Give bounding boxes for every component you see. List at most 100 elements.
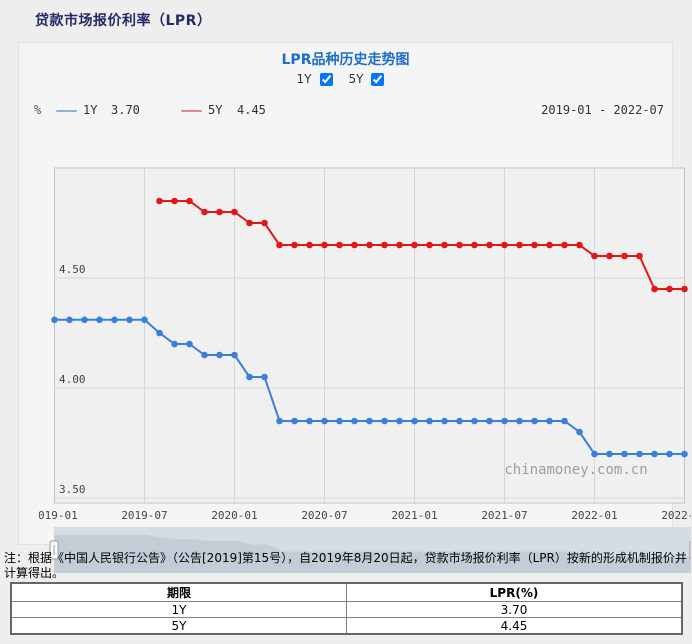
data-point-5y[interactable] [486, 241, 493, 249]
data-point-1y[interactable] [501, 417, 508, 425]
x-axis-tick-label: 2020-07 [301, 509, 347, 522]
data-point-5y[interactable] [186, 197, 193, 205]
data-point-1y[interactable] [411, 417, 418, 425]
data-point-5y[interactable] [291, 241, 298, 249]
data-point-5y[interactable] [606, 252, 613, 260]
data-point-5y[interactable] [336, 241, 343, 249]
y-axis-tick-label: 4.50 [59, 263, 86, 276]
data-point-5y[interactable] [621, 252, 628, 260]
data-point-1y[interactable] [636, 450, 643, 458]
data-point-1y[interactable] [486, 417, 493, 425]
data-point-5y[interactable] [471, 241, 478, 249]
x-axis-tick-label: 2019-01 [39, 509, 78, 522]
data-point-1y[interactable] [531, 417, 538, 425]
data-point-1y[interactable] [576, 428, 583, 436]
data-point-5y[interactable] [681, 285, 688, 293]
page-title: 贷款市场报价利率（LPR） [35, 13, 212, 29]
chart-title: LPR品种历史走势图 [281, 52, 410, 68]
data-point-1y[interactable] [441, 417, 448, 425]
data-point-5y[interactable] [501, 241, 508, 249]
data-point-5y[interactable] [651, 285, 658, 293]
data-point-5y[interactable] [276, 241, 283, 249]
data-point-1y[interactable] [471, 417, 478, 425]
data-point-5y[interactable] [306, 241, 313, 249]
x-axis-tick-label: 2022-01 [571, 509, 617, 522]
data-point-1y[interactable] [351, 417, 358, 425]
data-point-5y[interactable] [246, 219, 253, 227]
data-point-5y[interactable] [666, 285, 673, 293]
data-point-1y[interactable] [171, 340, 178, 348]
navigator-handle-right[interactable] [689, 540, 691, 560]
data-point-5y[interactable] [561, 241, 568, 249]
chart-canvas[interactable]: 4.50 4.00 3.50 chinamoney.com.cn 2019-01 2019… [39, 166, 691, 578]
plot-area [54, 167, 685, 504]
data-point-1y[interactable] [306, 417, 313, 425]
navigator-handle-left[interactable] [49, 540, 59, 560]
data-point-1y[interactable] [681, 450, 688, 458]
table-cell-term: 5Y [10, 617, 347, 635]
data-point-5y[interactable] [261, 219, 268, 227]
data-point-5y[interactable] [321, 241, 328, 249]
data-point-1y[interactable] [561, 417, 568, 425]
data-point-1y[interactable] [651, 450, 658, 458]
data-point-5y[interactable] [546, 241, 553, 249]
data-point-1y[interactable] [156, 329, 163, 337]
data-point-1y[interactable] [396, 417, 403, 425]
data-point-5y[interactable] [156, 197, 163, 205]
data-point-1y[interactable] [51, 316, 58, 324]
data-point-1y[interactable] [456, 417, 463, 425]
data-point-1y[interactable] [276, 417, 283, 425]
data-point-5y[interactable] [216, 208, 223, 216]
data-point-1y[interactable] [201, 351, 208, 359]
data-point-1y[interactable] [591, 450, 598, 458]
data-point-1y[interactable] [516, 417, 523, 425]
data-point-5y[interactable] [201, 208, 208, 216]
data-point-1y[interactable] [111, 316, 118, 324]
watermark: chinamoney.com.cn [504, 462, 647, 478]
data-point-5y[interactable] [441, 241, 448, 249]
data-point-1y[interactable] [81, 316, 88, 324]
data-point-1y[interactable] [546, 417, 553, 425]
data-point-1y[interactable] [141, 316, 148, 324]
x-axis-tick-label: 2019-07 [121, 509, 167, 522]
data-point-5y[interactable] [636, 252, 643, 260]
data-point-5y[interactable] [351, 241, 358, 249]
x-axis-tick-label: 2020-01 [211, 509, 257, 522]
data-point-1y[interactable] [336, 417, 343, 425]
data-point-1y[interactable] [321, 417, 328, 425]
data-point-5y[interactable] [381, 241, 388, 249]
data-point-1y[interactable] [66, 316, 73, 324]
data-point-1y[interactable] [261, 373, 268, 381]
data-point-5y[interactable] [411, 241, 418, 249]
data-point-5y[interactable] [576, 241, 583, 249]
date-range-label: 2019-01 - 2022-07 [541, 103, 664, 117]
data-point-5y[interactable] [531, 241, 538, 249]
data-point-1y[interactable] [621, 450, 628, 458]
data-point-1y[interactable] [96, 316, 103, 324]
data-point-5y[interactable] [366, 241, 373, 249]
data-point-5y[interactable] [396, 241, 403, 249]
data-point-5y[interactable] [171, 197, 178, 205]
data-point-5y[interactable] [591, 252, 598, 260]
toggle-1y-checkbox[interactable] [319, 72, 333, 86]
data-point-5y[interactable] [516, 241, 523, 249]
data-point-1y[interactable] [606, 450, 613, 458]
data-point-1y[interactable] [186, 340, 193, 348]
data-point-1y[interactable] [291, 417, 298, 425]
data-point-1y[interactable] [216, 351, 223, 359]
data-point-5y[interactable] [456, 241, 463, 249]
data-point-1y[interactable] [366, 417, 373, 425]
x-axis-tick-label: 2021-01 [391, 509, 437, 522]
data-point-1y[interactable] [666, 450, 673, 458]
toggle-5y-checkbox[interactable] [371, 72, 385, 86]
legend-swatch-5y [181, 110, 202, 112]
data-point-1y[interactable] [126, 316, 133, 324]
data-point-1y[interactable] [426, 417, 433, 425]
data-point-5y[interactable] [426, 241, 433, 249]
data-point-1y[interactable] [246, 373, 253, 381]
data-point-5y[interactable] [231, 208, 238, 216]
table-header-row: 期限 LPR(%) [10, 582, 683, 602]
data-point-1y[interactable] [381, 417, 388, 425]
data-point-1y[interactable] [231, 351, 238, 359]
